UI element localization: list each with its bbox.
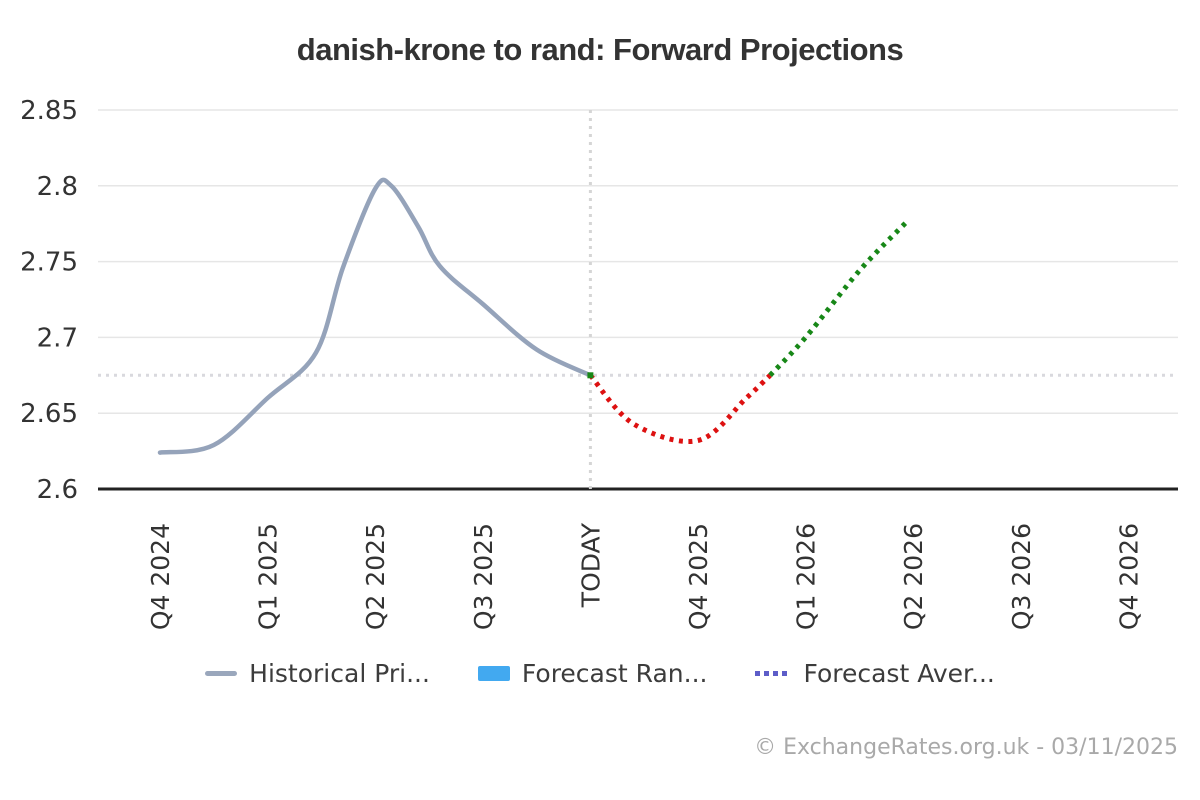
chart-svg: 2.6 2.65 2.7 2.75 2.8 2.85 Q4 2024 Q1 2025 Q2 20… [20,96,1178,630]
legend-label: Forecast Aver... [803,659,995,688]
x-tick-label: Q2 2026 [899,523,928,630]
legend-item-1[interactable]: Forecast Ran... [477,659,708,688]
series-line-1 [588,373,772,444]
legend-label: Historical Pri... [249,659,430,688]
y-tick-label: 2.7 [37,323,78,353]
x-tick-label: Q3 2025 [469,523,498,630]
dotted-swatch-icon [755,671,792,676]
legend: Historical Pri... Forecast Ran... Forecast… [0,659,1200,688]
x-tick-label: Q4 2026 [1114,523,1143,630]
legend-item-0[interactable]: Historical Pri... [205,659,430,688]
legend-item-2[interactable]: Forecast Aver... [755,659,995,688]
line-swatch-icon [205,671,238,676]
y-tick-label: 2.75 [20,248,78,278]
y-tick-label: 2.6 [37,475,78,505]
series-line-0 [157,177,593,455]
x-tick-label: Q1 2026 [792,523,821,630]
x-tick-label: Q4 2024 [146,523,175,630]
chart-title: danish-krone to rand: Forward Projection… [296,32,904,67]
y-tick-label: 2.8 [37,172,78,202]
legend-label: Forecast Ran... [521,659,708,688]
x-tick-label: Q4 2025 [684,523,713,630]
y-tick-label: 2.65 [20,399,78,429]
y-tick-label: 2.85 [20,96,78,126]
rect-swatch-icon [477,666,510,681]
x-tick-label: Q1 2025 [254,523,283,630]
watermark: © ExchangeRates.org.uk - 03/11/2025 [754,735,1178,760]
today-junction-marker [587,372,594,379]
series-line-2 [768,218,910,378]
x-tick-label: Q2 2025 [361,523,390,630]
x-tick-label: TODAY [576,522,605,608]
x-tick-label: Q3 2026 [1007,523,1036,630]
